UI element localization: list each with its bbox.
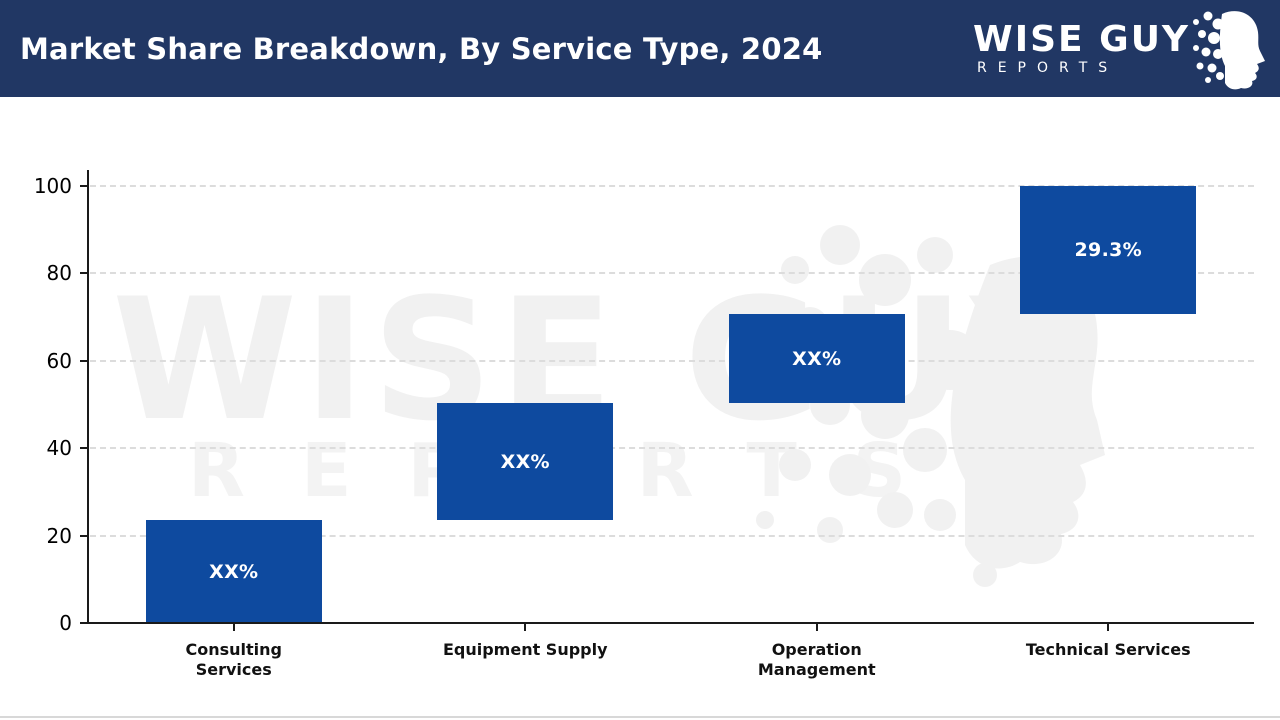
- y-axis-spine: [87, 170, 89, 624]
- y-tick-20: [80, 534, 88, 537]
- y-tick-60: [80, 359, 88, 362]
- bar-value-label: XX%: [792, 347, 842, 370]
- gridline-40: [90, 447, 1254, 450]
- x-tick-1: [232, 624, 235, 631]
- bar-value-label: 29.3%: [1074, 239, 1142, 262]
- category-label-2: Equipment Supply: [442, 640, 608, 659]
- bar-technical-services: 29.3%: [1020, 186, 1197, 315]
- gridline-80: [90, 272, 1254, 275]
- y-tick-label-100: 100: [33, 174, 72, 198]
- gridline-60: [90, 359, 1254, 362]
- bar-operation-management: XX%: [728, 314, 905, 404]
- category-label-4: Technical Services: [1025, 640, 1191, 659]
- y-tick-100: [80, 185, 88, 187]
- x-tick-4: [1107, 624, 1110, 631]
- category-label-1: Consulting Services: [185, 640, 283, 679]
- category-label-3: Operation Management: [757, 640, 876, 679]
- logo-name: WISE GUY: [972, 19, 1190, 60]
- header: Market Share Breakdown, By Service Type,…: [0, 0, 1280, 97]
- y-tick-40: [80, 447, 88, 450]
- page-title: Market Share Breakdown, By Service Type,…: [20, 31, 823, 66]
- logo-face-icon: [1193, 10, 1265, 89]
- brand-logo: WISE GUY REPORTS: [973, 8, 1266, 90]
- gridline-20: [90, 534, 1254, 537]
- y-tick-label-40: 40: [46, 436, 72, 461]
- logo-wordmark: WISE GUY REPORTS: [972, 19, 1190, 76]
- x-tick-2: [524, 624, 527, 631]
- y-tick-label-60: 60: [46, 348, 72, 373]
- bar-consulting-services: XX%: [145, 520, 322, 623]
- gridline-100: [90, 185, 1254, 187]
- bottom-border: [0, 716, 1280, 718]
- y-tick-label-20: 20: [46, 523, 72, 548]
- y-tick-80: [80, 272, 88, 275]
- y-tick-label-0: 0: [59, 611, 72, 635]
- x-tick-3: [815, 624, 818, 631]
- y-tick-0: [80, 622, 88, 624]
- bar-value-label: XX%: [500, 450, 550, 473]
- bar-value-label: XX%: [209, 560, 259, 583]
- logo-subtitle: REPORTS: [976, 60, 1119, 76]
- y-tick-label-80: 80: [46, 261, 72, 286]
- x-axis-spine: [87, 622, 1254, 624]
- bar-equipment-supply: XX%: [437, 403, 614, 521]
